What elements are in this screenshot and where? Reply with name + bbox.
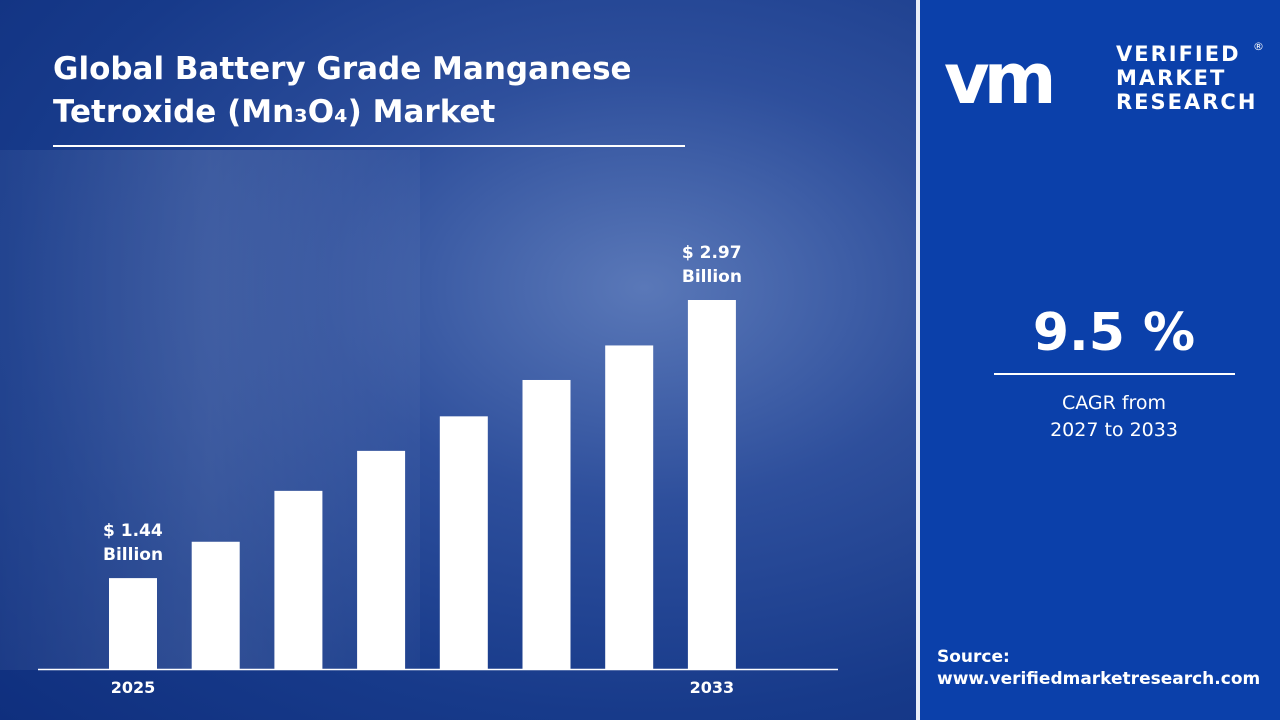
bar-chart: 2025 2033 $ 1.44 Billion $ 2.97 Billion	[0, 0, 920, 720]
logo-text: VERIFIED MARKET RESEARCH	[1116, 42, 1258, 114]
bar-5	[522, 379, 571, 669]
x-tick-label: 2033	[690, 678, 735, 697]
info-panel	[920, 0, 1280, 720]
chart-title: Global Battery Grade Manganese Tetroxide…	[53, 48, 632, 134]
cagr-label: CAGR from 2027 to 2033	[1050, 392, 1178, 441]
registered-mark: ®	[1253, 40, 1264, 53]
bar-4	[439, 416, 488, 669]
logo-mark: vm	[944, 38, 1057, 120]
source: Source: www.verifiedmarketresearch.com	[937, 646, 1260, 690]
source-url[interactable]: www.verifiedmarketresearch.com	[937, 669, 1261, 689]
data-label: Billion	[103, 545, 163, 565]
data-label: $ 1.44	[103, 521, 163, 541]
bar-2	[274, 490, 323, 669]
bar-3	[357, 450, 406, 669]
title-line-1: Global Battery Grade Manganese	[53, 51, 632, 87]
title-rule	[53, 145, 685, 147]
data-label: $ 2.97	[682, 243, 742, 263]
cagr-value: 9.5 %	[1032, 303, 1196, 363]
bar-1	[191, 541, 240, 669]
title-line-2: Tetroxide (Mn₃O₄) Market	[53, 94, 496, 130]
bar-0	[109, 578, 157, 669]
source-label: Source:	[937, 647, 1010, 667]
x-tick-label: 2025	[111, 678, 156, 697]
cagr-rule	[994, 373, 1235, 375]
divider	[916, 0, 920, 720]
data-label: Billion	[682, 267, 742, 287]
bar-7	[687, 300, 736, 669]
bar-6	[605, 345, 654, 669]
